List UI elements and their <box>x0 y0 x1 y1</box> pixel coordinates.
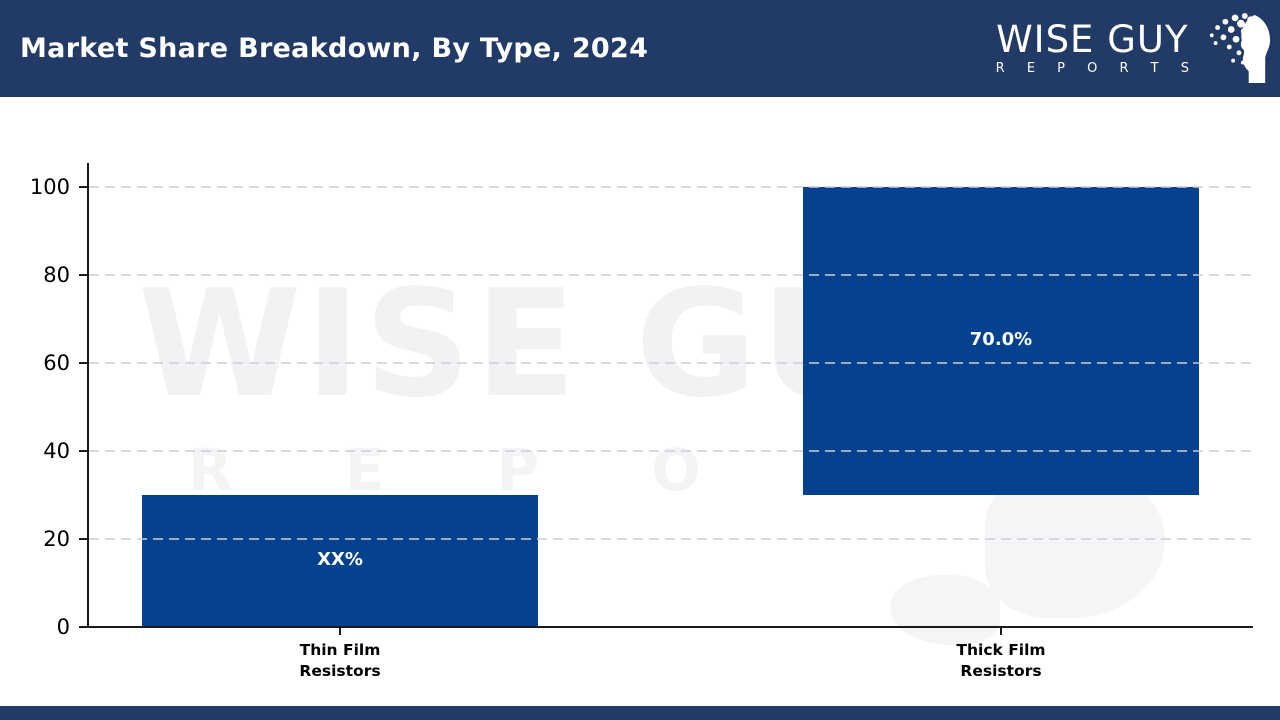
gridline-y-100 <box>89 186 1252 188</box>
footer-bar <box>0 706 1280 720</box>
x-category-label-2: Thick Film Resistors <box>871 640 1131 682</box>
bar-2: 70.0% <box>803 187 1199 495</box>
x-category-label-1: Thin Film Resistors <box>210 640 470 682</box>
watermark-hand-blob <box>890 575 1000 645</box>
x-category-line: Resistors <box>960 662 1042 680</box>
bar-1: XX% <box>142 495 538 627</box>
y-tick-0 <box>79 626 87 628</box>
logo-subtitle: R E P O R T S <box>995 61 1198 77</box>
gridline-y-60 <box>89 362 1252 364</box>
bar-value-label: XX% <box>317 549 363 570</box>
x-axis-line <box>87 626 1253 628</box>
y-tick-100 <box>79 186 87 188</box>
y-tick-label-20: 20 <box>43 527 70 551</box>
bar-value-label: 70.0% <box>969 329 1033 350</box>
x-tick-2 <box>1000 628 1002 635</box>
face-dots-icon <box>1204 8 1272 90</box>
y-tick-label-40: 40 <box>43 439 70 463</box>
gridline-y-20 <box>89 538 1252 540</box>
y-tick-40 <box>79 450 87 452</box>
logo-text: WISE GUY R E P O R T S <box>987 17 1198 77</box>
x-category-line: Thick Film <box>956 641 1046 659</box>
chart-title: Market Share Breakdown, By Type, 2024 <box>20 33 649 64</box>
x-category-line: Thin Film <box>299 641 381 659</box>
y-tick-label-60: 60 <box>43 351 70 375</box>
gridline-y-80 <box>89 274 1252 276</box>
y-tick-80 <box>79 274 87 276</box>
wise-guy-reports-logo: WISE GUY R E P O R T S <box>987 8 1280 90</box>
x-tick-1 <box>339 628 341 635</box>
x-category-line: Resistors <box>299 662 381 680</box>
y-tick-label-80: 80 <box>43 263 70 287</box>
y-tick-20 <box>79 538 87 540</box>
header-bar: Market Share Breakdown, By Type, 2024 WI… <box>0 0 1280 97</box>
y-tick-60 <box>79 362 87 364</box>
y-tick-label-0: 0 <box>56 615 70 639</box>
y-axis-line <box>87 163 89 628</box>
y-tick-label-100: 100 <box>29 175 70 199</box>
gridline-y-40 <box>89 450 1252 452</box>
logo-wordmark: WISE GUY <box>996 17 1189 61</box>
